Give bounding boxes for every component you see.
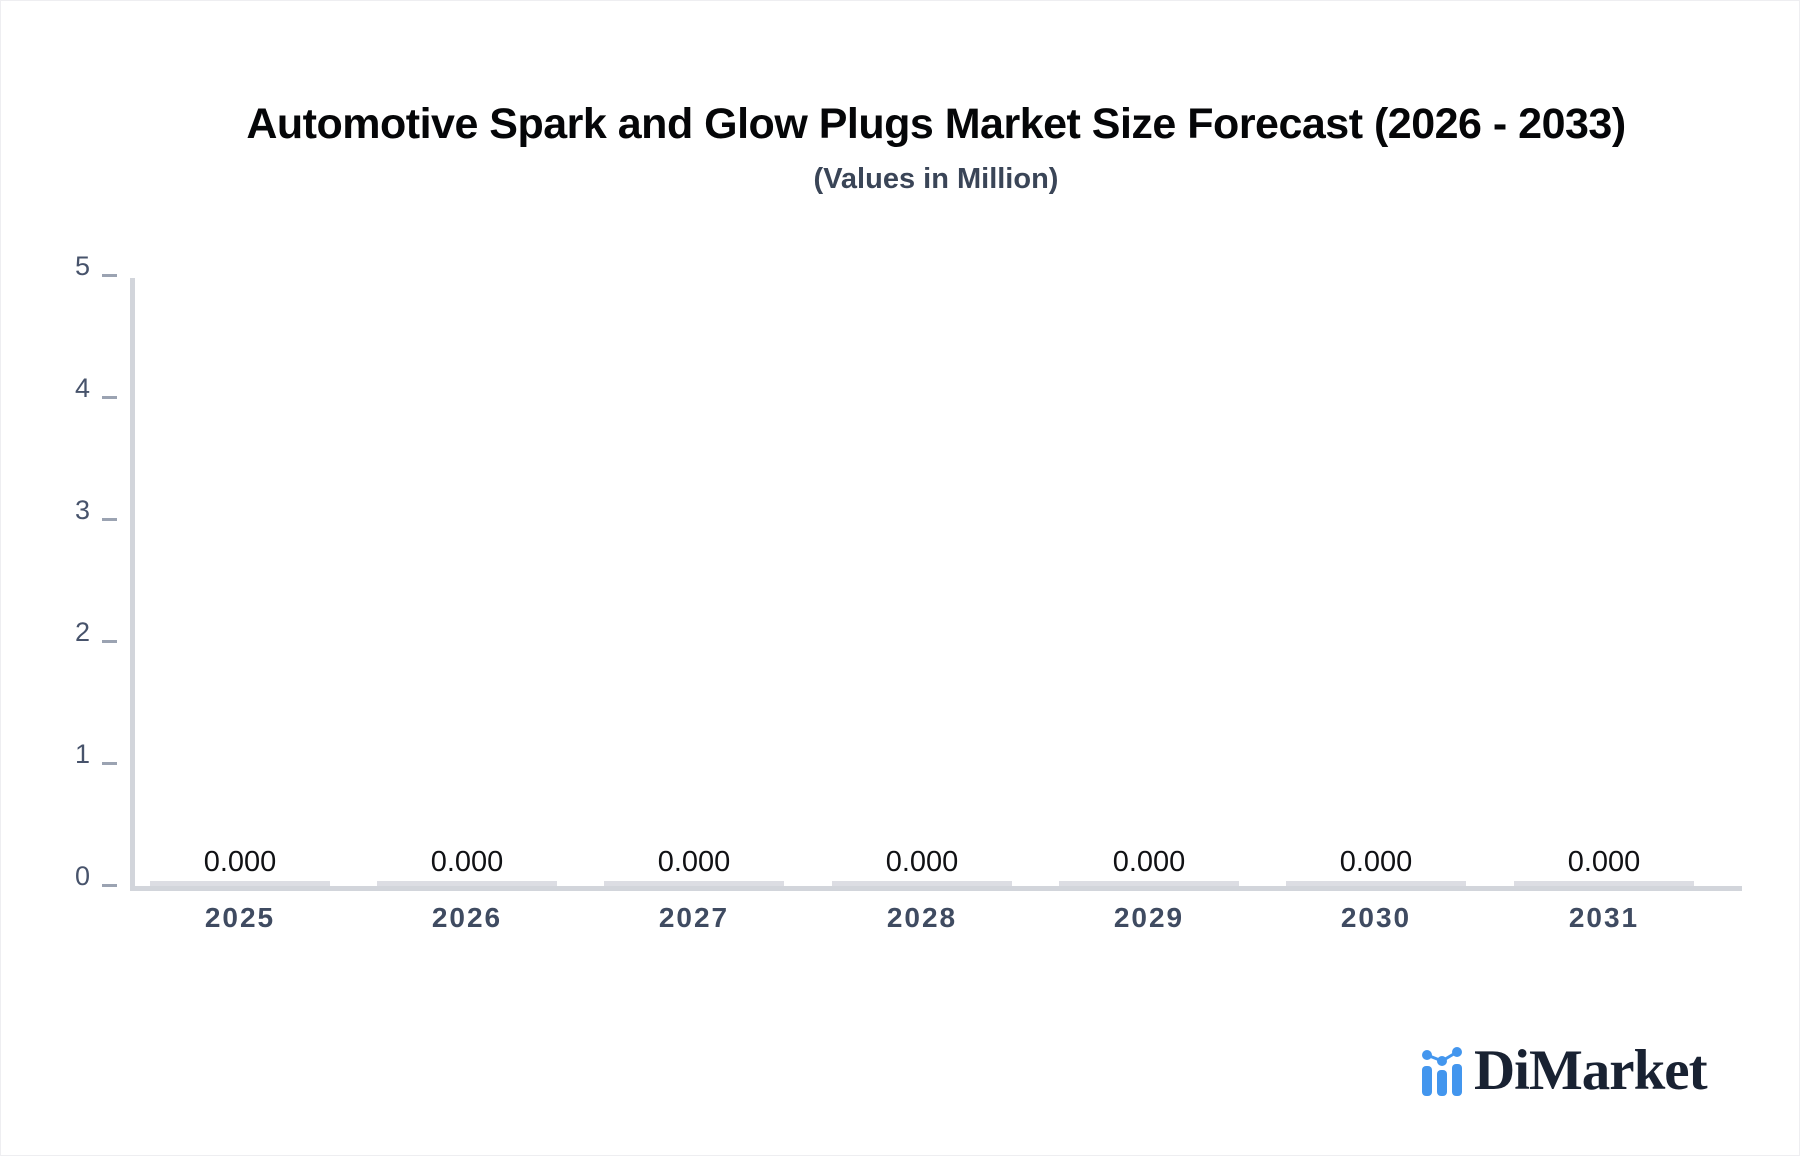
y-axis-tick-label: 2 bbox=[74, 617, 90, 647]
bar-group: 0.000 2030 bbox=[1262, 846, 1490, 956]
bar-value-label: 0.000 bbox=[430, 846, 504, 878]
bar-group: 0.000 2027 bbox=[580, 846, 808, 956]
y-axis-tick-label: 4 bbox=[74, 373, 90, 403]
x-axis-tick-label: 2027 bbox=[658, 902, 730, 933]
y-axis-tick-label: 5 bbox=[74, 251, 90, 281]
x-axis-line bbox=[130, 886, 1742, 891]
bar[interactable] bbox=[604, 881, 784, 886]
x-axis-tick-label: 2031 bbox=[1568, 902, 1640, 933]
bar-value-label: 0.000 bbox=[657, 846, 731, 878]
bar-group: 0.000 2026 bbox=[353, 846, 581, 956]
bar[interactable] bbox=[1514, 881, 1694, 886]
x-axis-tick-label: 2026 bbox=[431, 902, 503, 933]
x-axis-tick-label: 2028 bbox=[886, 902, 958, 933]
bar-group: 0.000 2025 bbox=[126, 846, 354, 956]
bar-value-label: 0.000 bbox=[203, 846, 277, 878]
chart-title: Automotive Spark and Glow Plugs Market S… bbox=[246, 100, 1626, 148]
y-axis-tick-label: 1 bbox=[74, 739, 90, 769]
x-axis-tick-label: 2025 bbox=[204, 902, 276, 933]
x-axis-tick-label: 2029 bbox=[1113, 902, 1185, 933]
y-axis-tick-mark bbox=[102, 396, 117, 399]
logo-text: DiMarket bbox=[1474, 1039, 1708, 1102]
bar[interactable] bbox=[1059, 881, 1239, 886]
bar-line-chart-icon bbox=[1422, 1047, 1462, 1096]
bar[interactable] bbox=[1286, 881, 1466, 886]
x-axis-tick-label: 2030 bbox=[1340, 902, 1412, 933]
bar-value-label: 0.000 bbox=[1339, 846, 1413, 878]
bar[interactable] bbox=[377, 881, 557, 886]
y-axis-tick-mark bbox=[102, 640, 117, 643]
bar-value-label: 0.000 bbox=[1112, 846, 1186, 878]
y-axis-tick-mark bbox=[102, 518, 117, 521]
bar-group: 0.000 2031 bbox=[1490, 846, 1718, 956]
y-axis-tick-mark bbox=[102, 274, 117, 277]
bar-value-label: 0.000 bbox=[1567, 846, 1641, 878]
chart-subtitle: (Values in Million) bbox=[813, 163, 1059, 195]
y-axis-tick-label: 3 bbox=[74, 495, 90, 525]
y-axis-tick-label: 0 bbox=[74, 861, 90, 891]
bar-value-label: 0.000 bbox=[885, 846, 959, 878]
bar-group: 0.000 2029 bbox=[1035, 846, 1263, 956]
bar-group: 0.000 2028 bbox=[808, 846, 1036, 956]
y-axis-tick-mark bbox=[102, 884, 117, 887]
y-axis-tick-mark bbox=[102, 762, 117, 765]
bar[interactable] bbox=[832, 881, 1012, 886]
bar[interactable] bbox=[150, 881, 330, 886]
y-axis-line bbox=[130, 278, 135, 891]
